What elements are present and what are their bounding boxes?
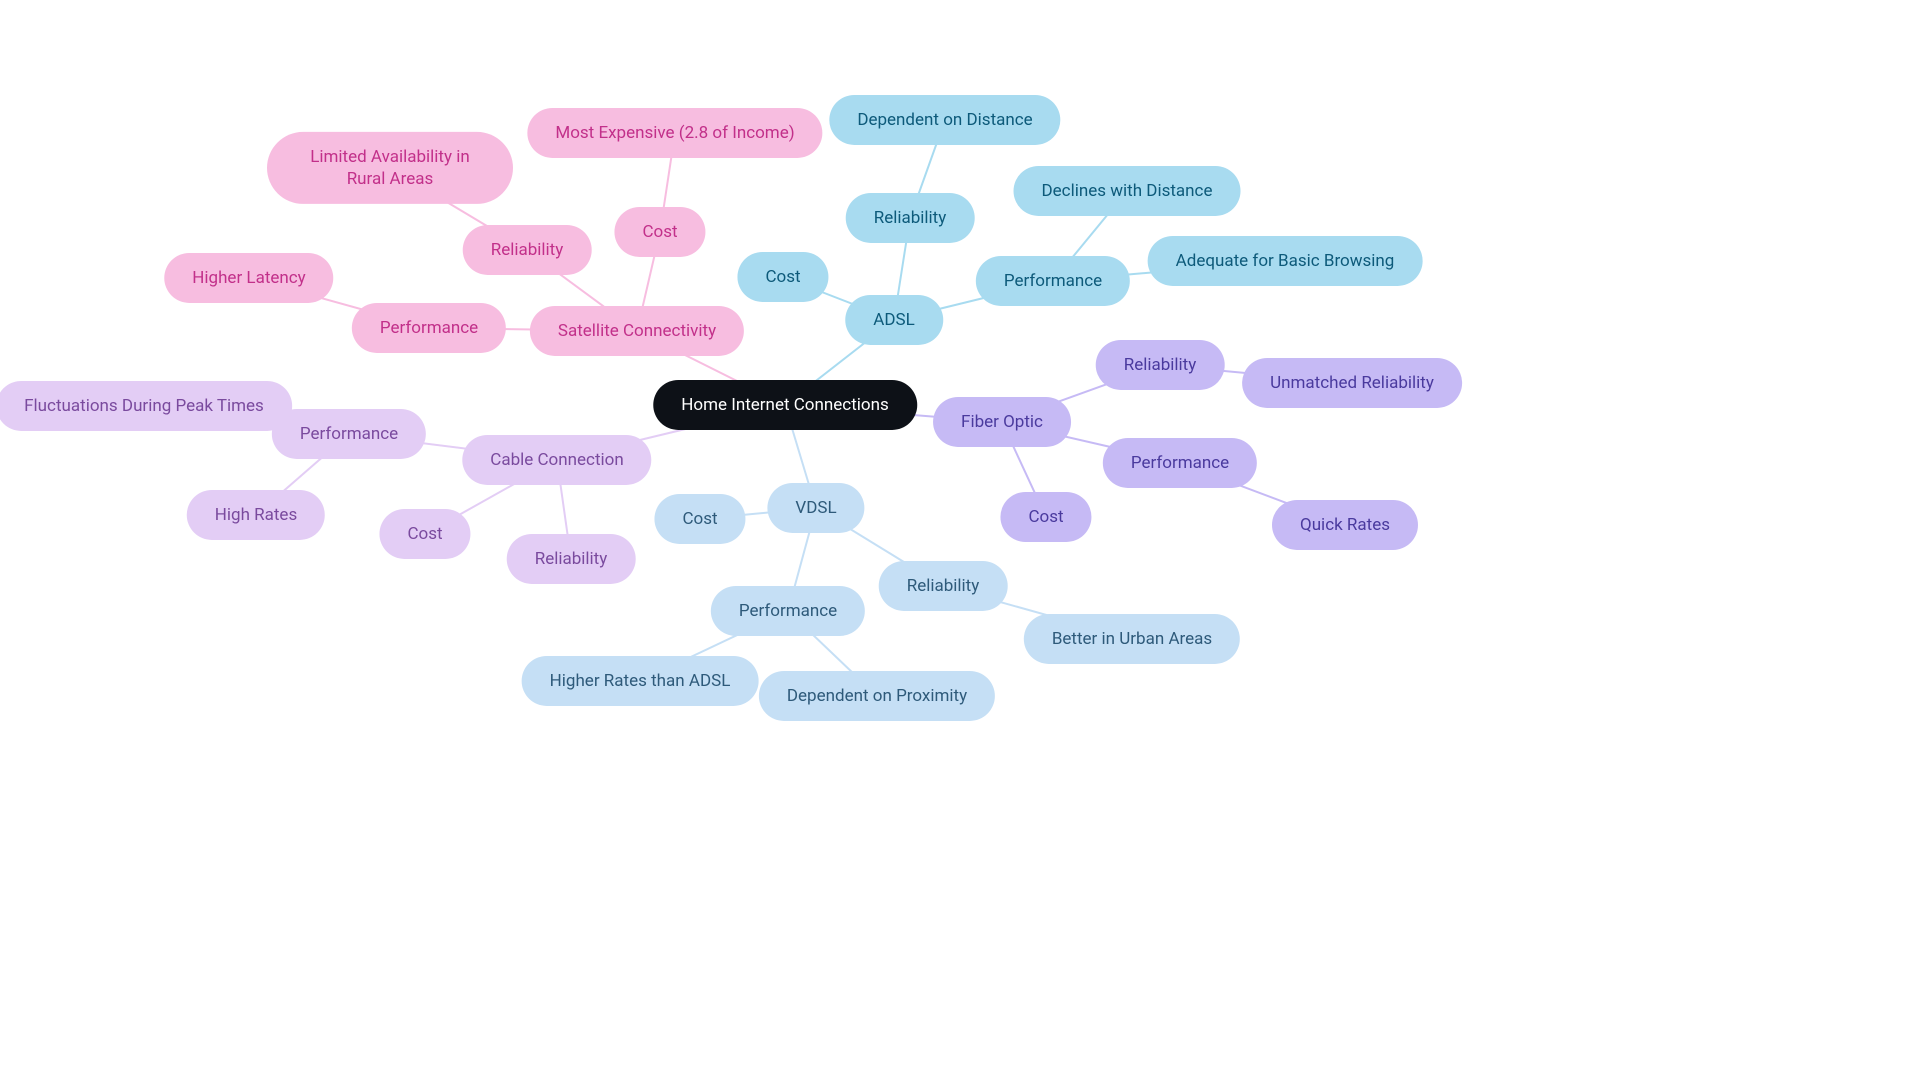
mindmap-node-fiber_rel_un: Unmatched Reliability (1242, 358, 1462, 408)
mindmap-node-vdsl_rel: Reliability (879, 561, 1008, 611)
mindmap-node-sat_perf: Performance (352, 303, 506, 353)
mindmap-node-adsl_rel_dist: Dependent on Distance (829, 95, 1060, 145)
mindmap-node-sat: Satellite Connectivity (530, 306, 744, 356)
mindmap-node-fiber_cost: Cost (1000, 492, 1091, 542)
mindmap-node-cable_perf_fl: Fluctuations During Peak Times (0, 381, 292, 431)
mindmap-node-sat_cost_exp: Most Expensive (2.8 of Income) (527, 108, 822, 158)
mindmap-node-vdsl_perf_hr: Higher Rates than ADSL (522, 656, 759, 706)
mindmap-node-vdsl_perf: Performance (711, 586, 865, 636)
mindmap-node-cable_cost: Cost (379, 509, 470, 559)
mindmap-node-sat_perf_lat: Higher Latency (164, 253, 333, 303)
mindmap-node-sat_rel_lim: Limited Availability in Rural Areas (267, 132, 513, 204)
mindmap-node-adsl_perf_ade: Adequate for Basic Browsing (1148, 236, 1423, 286)
mindmap-node-vdsl: VDSL (767, 483, 864, 533)
mindmap-node-sat_cost: Cost (614, 207, 705, 257)
mindmap-node-adsl_perf_dec: Declines with Distance (1014, 166, 1241, 216)
mindmap-node-adsl_rel: Reliability (846, 193, 975, 243)
mindmap-node-root: Home Internet Connections (653, 380, 917, 430)
mindmap-node-cable: Cable Connection (462, 435, 651, 485)
mindmap-node-sat_rel: Reliability (463, 225, 592, 275)
mindmap-node-vdsl_perf_dep: Dependent on Proximity (759, 671, 995, 721)
mindmap-node-adsl: ADSL (845, 295, 943, 345)
mindmap-node-cable_rel: Reliability (507, 534, 636, 584)
mindmap-node-vdsl_rel_urb: Better in Urban Areas (1024, 614, 1240, 664)
mindmap-node-fiber_perf_q: Quick Rates (1272, 500, 1418, 550)
mindmap-node-fiber: Fiber Optic (933, 397, 1071, 447)
mindmap-node-cable_perf: Performance (272, 409, 426, 459)
mindmap-node-vdsl_cost: Cost (654, 494, 745, 544)
mindmap-node-fiber_rel: Reliability (1096, 340, 1225, 390)
mindmap-node-fiber_perf: Performance (1103, 438, 1257, 488)
mindmap-node-adsl_perf: Performance (976, 256, 1130, 306)
mindmap-node-cable_perf_hr: High Rates (187, 490, 325, 540)
mindmap-node-adsl_cost: Cost (737, 252, 828, 302)
